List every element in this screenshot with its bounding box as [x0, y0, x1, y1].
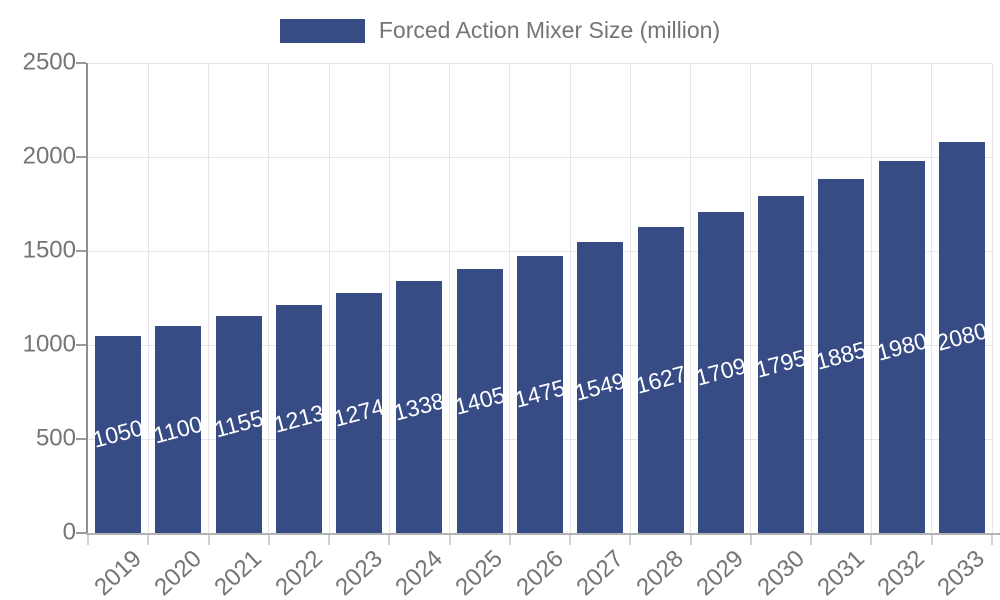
x-tick-label: 2029: [691, 545, 750, 600]
x-tick-label: 2030: [752, 545, 810, 600]
gridline-vertical: [449, 63, 451, 533]
bar[interactable]: [456, 268, 503, 533]
x-axis-tick: [147, 535, 150, 545]
y-tick-label: 1000: [22, 330, 76, 358]
gridline-vertical: [810, 63, 812, 533]
x-tick-label: 2026: [510, 545, 569, 600]
bar[interactable]: [697, 211, 744, 533]
gridline-vertical: [208, 63, 210, 533]
y-axis-tick: [76, 62, 86, 64]
gridline-vertical: [870, 63, 872, 533]
gridline-vertical: [750, 63, 752, 533]
x-axis-tick: [448, 535, 451, 545]
gridline-vertical: [569, 63, 571, 533]
bar[interactable]: [577, 241, 624, 533]
y-axis-tick: [76, 532, 86, 534]
x-tick-label: 2033: [932, 545, 991, 600]
y-axis-tick: [76, 344, 86, 346]
gridline-vertical: [147, 63, 149, 533]
x-tick-label: 2022: [269, 545, 328, 600]
x-tick-label: 2025: [450, 545, 509, 600]
bar[interactable]: [275, 304, 322, 533]
bar[interactable]: [938, 141, 985, 533]
bar[interactable]: [517, 255, 563, 533]
x-axis-tick: [810, 535, 813, 545]
x-axis-tick: [388, 535, 391, 545]
x-tick-label: 2028: [631, 545, 689, 600]
x-tick-label: 2032: [872, 545, 931, 600]
y-axis-tick: [76, 438, 86, 440]
legend[interactable]: Forced Action Mixer Size (million): [0, 17, 1000, 44]
bar[interactable]: [878, 160, 925, 533]
bar[interactable]: [336, 293, 383, 533]
x-axis-tick: [629, 535, 632, 545]
y-tick-label: 1500: [22, 236, 76, 264]
gridline-vertical: [328, 63, 330, 533]
y-tick-label: 2000: [22, 142, 76, 170]
y-tick-label: 2500: [22, 48, 76, 76]
x-tick-label: 2020: [149, 545, 207, 600]
bar[interactable]: [818, 178, 865, 533]
bar[interactable]: [637, 227, 684, 533]
gridline-vertical: [388, 63, 390, 533]
gridline-vertical: [931, 63, 933, 533]
gridline-horizontal: [88, 250, 992, 252]
x-axis-line: [86, 533, 1000, 535]
bar[interactable]: [155, 326, 202, 533]
x-axis-tick: [930, 535, 933, 545]
gridline-vertical: [509, 63, 511, 533]
y-axis-tick: [76, 156, 86, 158]
legend-label[interactable]: Forced Action Mixer Size (million): [378, 17, 721, 43]
gridline-vertical: [690, 63, 692, 533]
x-axis-tick: [749, 535, 752, 545]
x-axis-tick: [508, 535, 511, 545]
x-tick-label: 2019: [89, 545, 147, 600]
bar[interactable]: [215, 315, 262, 533]
x-axis-tick: [870, 535, 873, 545]
x-tick-label: 2023: [330, 545, 388, 600]
x-tick-label: 2027: [571, 545, 629, 600]
gridline-horizontal: [88, 156, 992, 158]
x-tick-label: 2021: [209, 545, 268, 600]
bar[interactable]: [758, 195, 805, 533]
y-axis-line: [86, 63, 88, 533]
gridline-horizontal: [88, 62, 992, 64]
x-axis-tick: [569, 535, 572, 545]
x-tick-label: 2024: [390, 545, 448, 600]
bar[interactable]: [95, 335, 142, 533]
x-axis-tick: [87, 535, 89, 545]
x-axis-tick: [328, 535, 331, 545]
y-tick-label: 500: [35, 424, 76, 452]
x-axis-tick: [267, 535, 270, 545]
y-tick-label: 0: [62, 518, 76, 546]
gridline-vertical: [629, 63, 631, 533]
gridline-vertical: [991, 63, 993, 533]
x-axis-tick: [207, 535, 210, 545]
x-axis-tick: [689, 535, 692, 545]
y-axis-tick: [76, 250, 86, 252]
x-tick-label: 2031: [812, 545, 870, 600]
bar[interactable]: [396, 281, 443, 533]
gridline-vertical: [268, 63, 270, 533]
x-axis-tick: [991, 535, 993, 545]
legend-swatch[interactable]: [279, 18, 365, 43]
